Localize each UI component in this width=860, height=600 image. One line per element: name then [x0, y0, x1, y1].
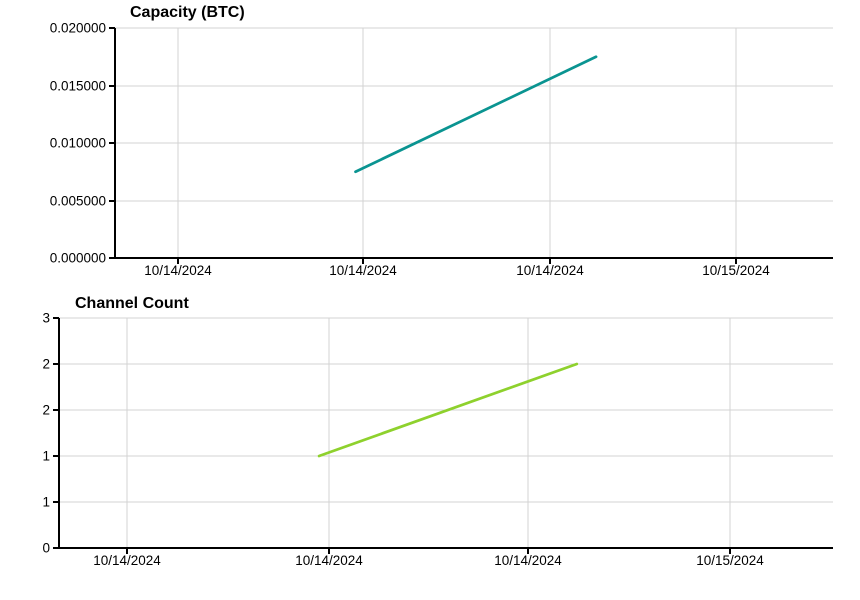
- y-tick-label: 2: [42, 403, 50, 418]
- y-tick-label: 1: [42, 495, 50, 510]
- series-line: [354, 55, 598, 174]
- channel-count-chart-title: Channel Count: [75, 295, 189, 312]
- y-tick-label: 0.010000: [50, 136, 106, 151]
- x-tick-label: 10/14/2024: [93, 553, 161, 568]
- y-tick-label: 3: [42, 311, 50, 326]
- capacity-chart-title: Capacity (BTC): [130, 4, 245, 21]
- x-tick-label: 10/15/2024: [702, 263, 770, 278]
- x-tick-label: 10/14/2024: [144, 263, 212, 278]
- x-tick-label: 10/14/2024: [329, 263, 397, 278]
- capacity-chart: 10/14/2024 10/14/2024 10/14/2024 10/15/2024…: [50, 21, 833, 278]
- x-tick-label: 10/14/2024: [295, 553, 363, 568]
- x-tick-label: 10/15/2024: [696, 553, 764, 568]
- y-tick-label: 0.020000: [50, 21, 106, 36]
- y-tick-label: 1: [42, 449, 50, 464]
- x-tick-label: 10/14/2024: [494, 553, 562, 568]
- y-tick-label: 2: [42, 357, 50, 372]
- channel-count-chart: 10/14/2024 10/14/2024 10/14/2024 10/15/2024…: [42, 311, 833, 568]
- y-tick-label: 0.015000: [50, 79, 106, 94]
- y-tick-label: 0: [42, 541, 50, 556]
- series-line: [317, 362, 579, 458]
- y-tick-label: 0.005000: [50, 194, 106, 209]
- y-tick-label: 0.000000: [50, 251, 106, 266]
- x-tick-label: 10/14/2024: [516, 263, 584, 278]
